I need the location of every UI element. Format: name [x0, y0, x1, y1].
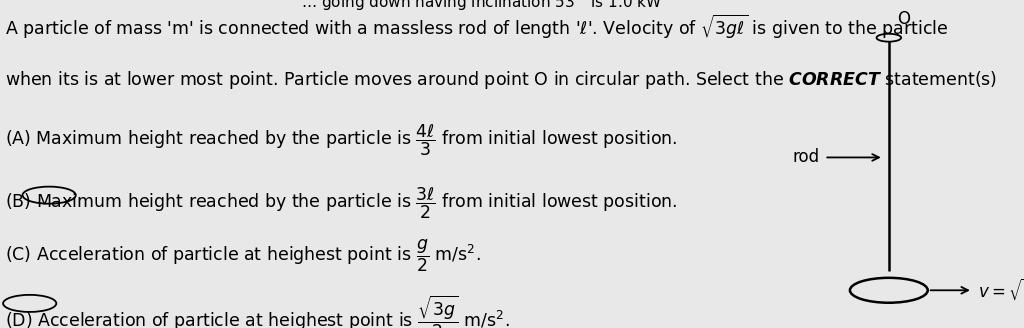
Text: (C) Acceleration of particle at heighest point is $\dfrac{g}{2}$ m/s$^2$.: (C) Acceleration of particle at heighest… [5, 238, 481, 274]
Text: O: O [897, 10, 910, 28]
Text: (B) Maximum height reached by the particle is $\dfrac{3\ell}{2}$ from initial lo: (B) Maximum height reached by the partic… [5, 185, 678, 221]
Text: $\ldots$ going down having inclination 53$^\circ$ is 1.0 kW: $\ldots$ going down having inclination 5… [301, 0, 662, 12]
Text: rod: rod [793, 149, 819, 166]
Text: (A) Maximum height reached by the particle is $\dfrac{4\ell}{3}$ from initial lo: (A) Maximum height reached by the partic… [5, 123, 678, 158]
Text: $v =\sqrt{3g\ell}$: $v =\sqrt{3g\ell}$ [978, 277, 1024, 304]
Text: A particle of mass 'm' is connected with a massless rod of length '$\ell$'. Velo: A particle of mass 'm' is connected with… [5, 13, 948, 41]
Text: when its is at lower most point. Particle moves around point O in circular path.: when its is at lower most point. Particl… [5, 69, 997, 91]
Text: (D) Acceleration of particle at heighest point is $\dfrac{\sqrt{3g}}{2}$ m/s$^2$: (D) Acceleration of particle at heighest… [5, 294, 510, 328]
